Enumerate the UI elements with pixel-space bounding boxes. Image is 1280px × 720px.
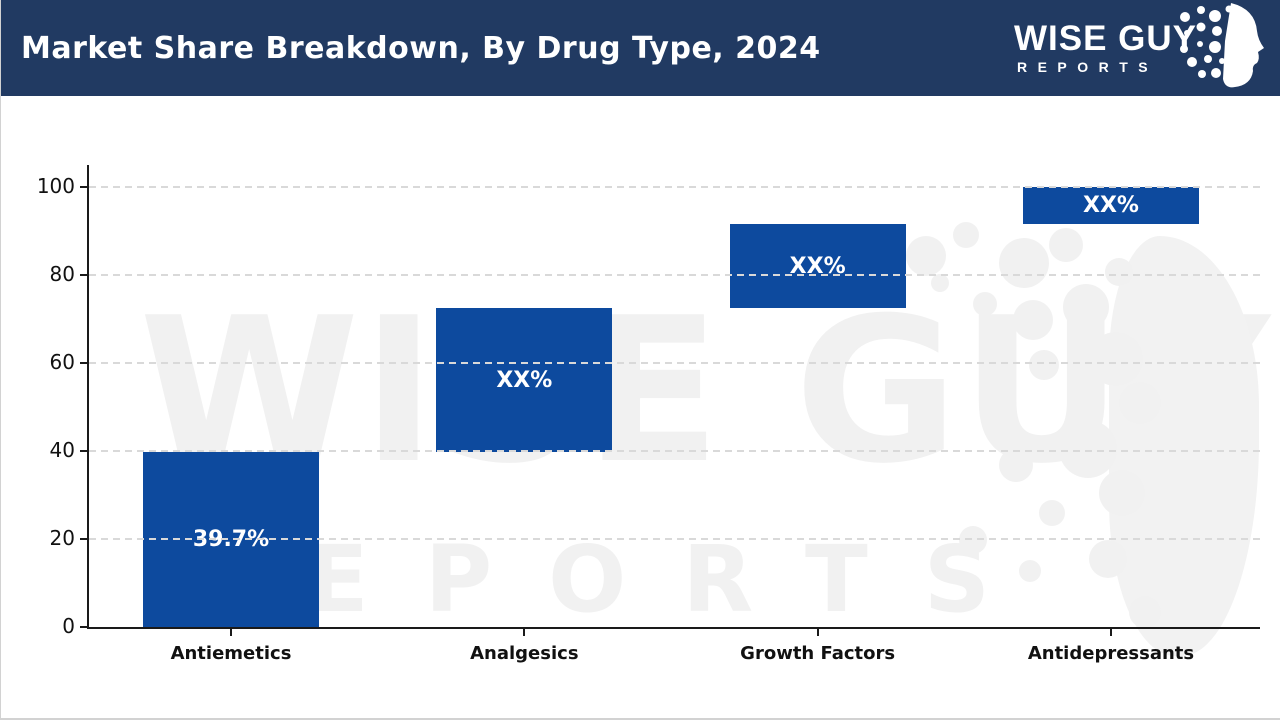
watermark-dot [1089,332,1143,386]
x-axis-label: Antidepressants [1027,643,1195,664]
watermark-dot [1089,540,1127,578]
bottom-divider [1,718,1280,720]
watermark-dot [999,448,1033,482]
watermark-dot [1059,420,1117,478]
gridline [89,362,1260,364]
y-axis-tick [80,274,88,276]
watermark-dot [1013,300,1053,340]
y-axis-label: 20 [49,526,75,550]
watermark-dot [1049,228,1083,262]
watermark-dot [1099,470,1145,516]
x-axis-tick [523,629,526,636]
watermark-dot [931,274,949,292]
wiseguy-logo: WISE GUY REPORTS [1014,3,1267,93]
page-title: Market Share Breakdown, By Drug Type, 20… [21,30,821,66]
chart-figure: WISE GUY REPORTS 0 20 40 60 80 100 39.7% Antiem… [1,96,1280,718]
y-axis-tick [80,538,88,540]
wiseguy-logo-text: WISE GUY REPORTS [1014,21,1197,75]
x-axis-tick [230,629,232,636]
watermark-dot [1039,500,1065,526]
x-axis-label: Growth Factors [740,643,896,664]
watermark-dot [1119,382,1161,424]
y-axis-tick [80,186,88,188]
wiseguy-face-icon [1180,3,1264,88]
x-axis-label: Analgesics [470,643,579,664]
y-axis-label: 40 [49,438,75,462]
watermark-dot [1105,258,1133,286]
logo-wordmark: WISE GUY [1013,19,1197,58]
watermark-dot [1129,596,1161,628]
y-axis-label: 60 [49,350,75,374]
x-axis-tick [1109,629,1112,636]
watermark-dot [959,526,987,554]
watermark-dot [906,236,946,276]
watermark-dot [999,238,1049,288]
bar: XX% [729,224,906,308]
y-axis-tick [80,450,88,452]
x-axis-tick [816,629,819,636]
y-axis-label: 0 [62,614,75,638]
gridline [89,538,1260,540]
watermark-dot [973,292,997,316]
watermark-dot [1063,284,1109,330]
gridline [89,186,1260,188]
gridline [89,274,1260,276]
bar: XX% [1022,187,1199,225]
watermark-face-icon [1109,236,1259,656]
x-axis-line [87,627,1260,629]
bar: XX% [436,308,613,453]
y-axis-label: 100 [36,174,75,198]
y-axis-tick [80,626,88,628]
bar-value-label: XX% [496,367,553,393]
watermark-dot [1029,350,1059,380]
y-axis-tick [80,362,88,364]
watermark-dot [1019,560,1041,582]
watermark-dot [953,222,979,248]
logo-subtitle: REPORTS [1016,59,1159,75]
y-axis-line [87,165,89,629]
gridline [89,450,1260,452]
bar-value-label: XX% [1083,193,1139,219]
y-axis-label: 80 [49,262,75,286]
header-bar: Market Share Breakdown, By Drug Type, 20… [1,0,1280,96]
x-axis-label: Antiemetics [170,643,292,664]
